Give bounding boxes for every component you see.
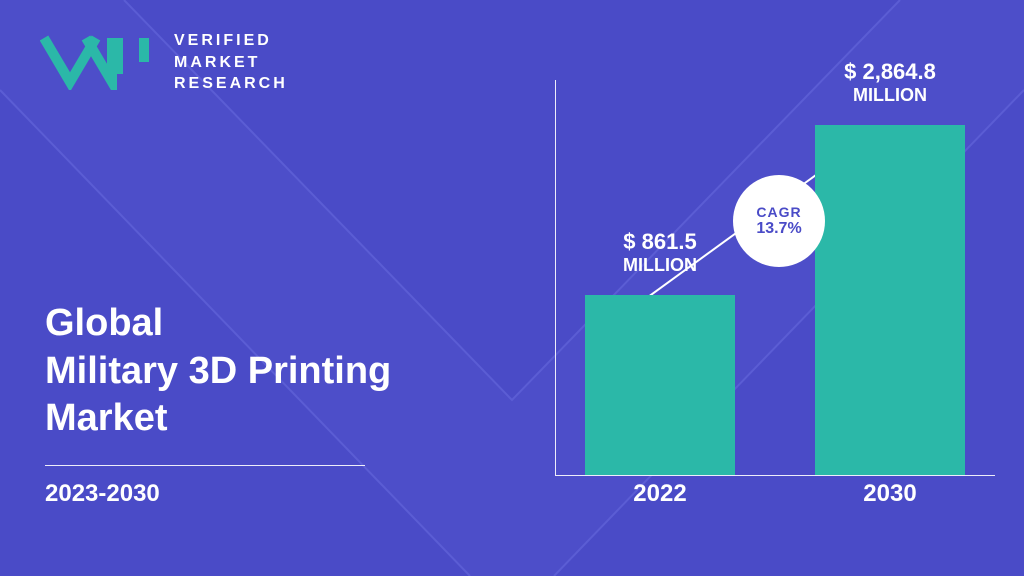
cagr-badge: CAGR 13.7% [733,175,825,267]
logo-text-line2: MARKET [174,52,288,74]
page-title: Global Military 3D Printing Market [45,300,391,443]
logo-text-line3: RESEARCH [174,73,288,95]
logo-text: VERIFIED MARKET RESEARCH [174,30,288,95]
bar-2030-label: $ 2,864.8 MILLION [800,59,980,107]
bar-2030: $ 2,864.8 MILLION [815,125,965,475]
x-label-2022: 2022 [585,480,735,508]
bar-2030-value: $ 2,864.8 [800,59,980,85]
cagr-label: CAGR [756,204,801,220]
cagr-value: 13.7% [756,220,801,238]
bar-chart: $ 861.5 MILLION $ 2,864.8 MILLION CAGR 1… [555,80,995,490]
bar-2022-rect [585,295,735,475]
bar-2030-rect [815,125,965,475]
bar-2022-value: $ 861.5 [570,229,750,255]
bar-2022: $ 861.5 MILLION [585,295,735,475]
y-axis [555,80,556,475]
title-block: Global Military 3D Printing Market 2023-… [45,300,391,508]
title-line1: Global [45,300,391,348]
bar-2022-unit: MILLION [570,255,750,277]
x-label-2030: 2030 [815,480,965,508]
x-axis [555,475,995,476]
title-line3: Market [45,395,391,443]
logo: VERIFIED MARKET RESEARCH [40,30,288,95]
logo-text-line1: VERIFIED [174,30,288,52]
subtitle: 2023-2030 [45,480,391,508]
title-line2: Military 3D Printing [45,348,391,396]
logo-mark-icon [40,34,160,90]
title-divider [45,465,365,466]
bar-2030-unit: MILLION [800,85,980,107]
bar-2022-label: $ 861.5 MILLION [570,229,750,277]
